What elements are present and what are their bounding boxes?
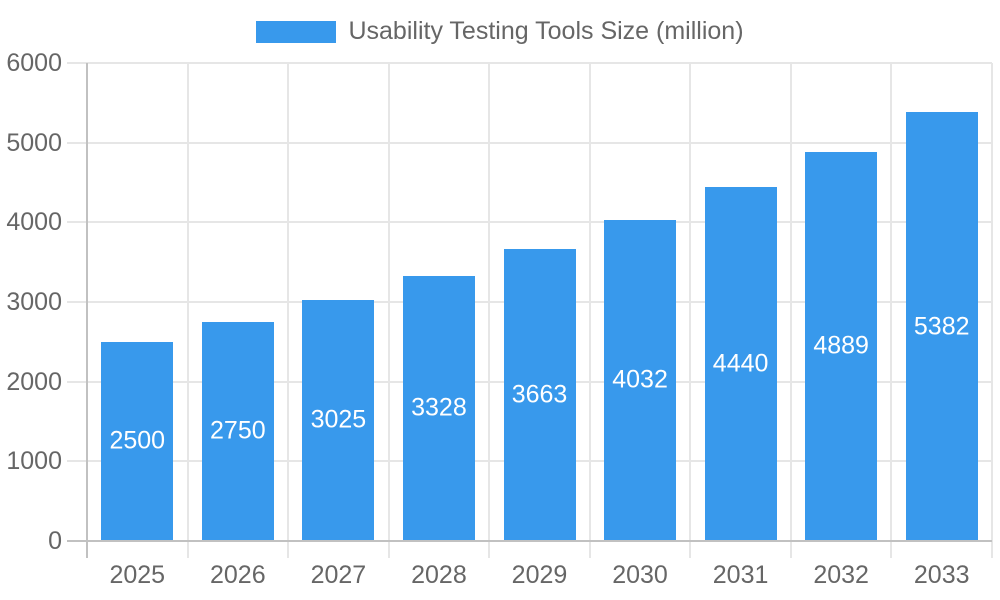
- x-gridline: [789, 63, 792, 558]
- bar-value-label: 5382: [913, 312, 970, 341]
- x-gridline: [287, 63, 290, 558]
- x-axis-tick-label: 2031: [712, 561, 769, 589]
- x-axis-tick-label: 2026: [210, 561, 266, 589]
- bar-value-label: 3328: [411, 393, 467, 422]
- x-axis-tick-label: 2025: [109, 561, 166, 589]
- y-gridline: [67, 62, 992, 64]
- x-gridline: [488, 63, 491, 558]
- legend-item[interactable]: Usability Testing Tools Size (million): [256, 17, 744, 46]
- bar-2032[interactable]: 4889: [805, 151, 878, 541]
- x-axis-tick-label: 2029: [511, 561, 568, 589]
- bar-2025[interactable]: 2500: [101, 341, 174, 541]
- y-axis-tick-label: 2000: [6, 367, 62, 396]
- bar-value-label: 4889: [813, 331, 869, 360]
- bar-value-label: 4032: [612, 365, 668, 394]
- x-gridline: [890, 63, 893, 558]
- legend: Usability Testing Tools Size (million): [0, 17, 1000, 46]
- x-axis-tick-label: 2028: [411, 561, 467, 589]
- x-axis-tick-label: 2030: [612, 561, 668, 589]
- y-axis-tick-label: 1000: [6, 447, 62, 476]
- y-axis-tick-label: 6000: [6, 49, 62, 77]
- x-axis-tick-label: 2033: [913, 561, 970, 589]
- x-axis-line: [67, 540, 992, 542]
- x-gridline: [991, 63, 993, 558]
- bar-value-label: 4440: [712, 349, 769, 378]
- x-axis-tick-label: 2032: [813, 561, 869, 589]
- y-axis-tick-label: 5000: [6, 128, 62, 157]
- x-gridline: [588, 63, 591, 558]
- bar-2026[interactable]: 2750: [201, 321, 274, 541]
- bar-2033[interactable]: 5382: [905, 112, 978, 541]
- y-axis-tick-label: 4000: [6, 208, 62, 237]
- y-gridline: [67, 141, 992, 144]
- y-axis-line: [86, 63, 88, 558]
- x-gridline: [387, 63, 390, 558]
- y-axis-tick-label: 0: [48, 527, 62, 555]
- y-gridline: [67, 221, 992, 224]
- x-gridline: [186, 63, 189, 558]
- bar-value-label: 3663: [511, 380, 568, 409]
- x-gridline: [689, 63, 692, 558]
- bar-2031[interactable]: 4440: [704, 187, 777, 541]
- y-axis-tick-label: 3000: [6, 288, 62, 316]
- x-axis-tick-label: 2027: [310, 561, 367, 589]
- bar-value-label: 2500: [109, 426, 166, 455]
- legend-swatch-icon: [256, 20, 337, 43]
- bar-2027[interactable]: 3025: [302, 300, 375, 541]
- legend-label: Usability Testing Tools Size (million): [348, 17, 744, 45]
- bar-value-label: 3025: [310, 405, 367, 434]
- bar-2030[interactable]: 4032: [604, 219, 677, 541]
- bar-2029[interactable]: 3663: [503, 249, 576, 541]
- bar-value-label: 2750: [210, 416, 266, 445]
- bar-2028[interactable]: 3328: [402, 275, 475, 541]
